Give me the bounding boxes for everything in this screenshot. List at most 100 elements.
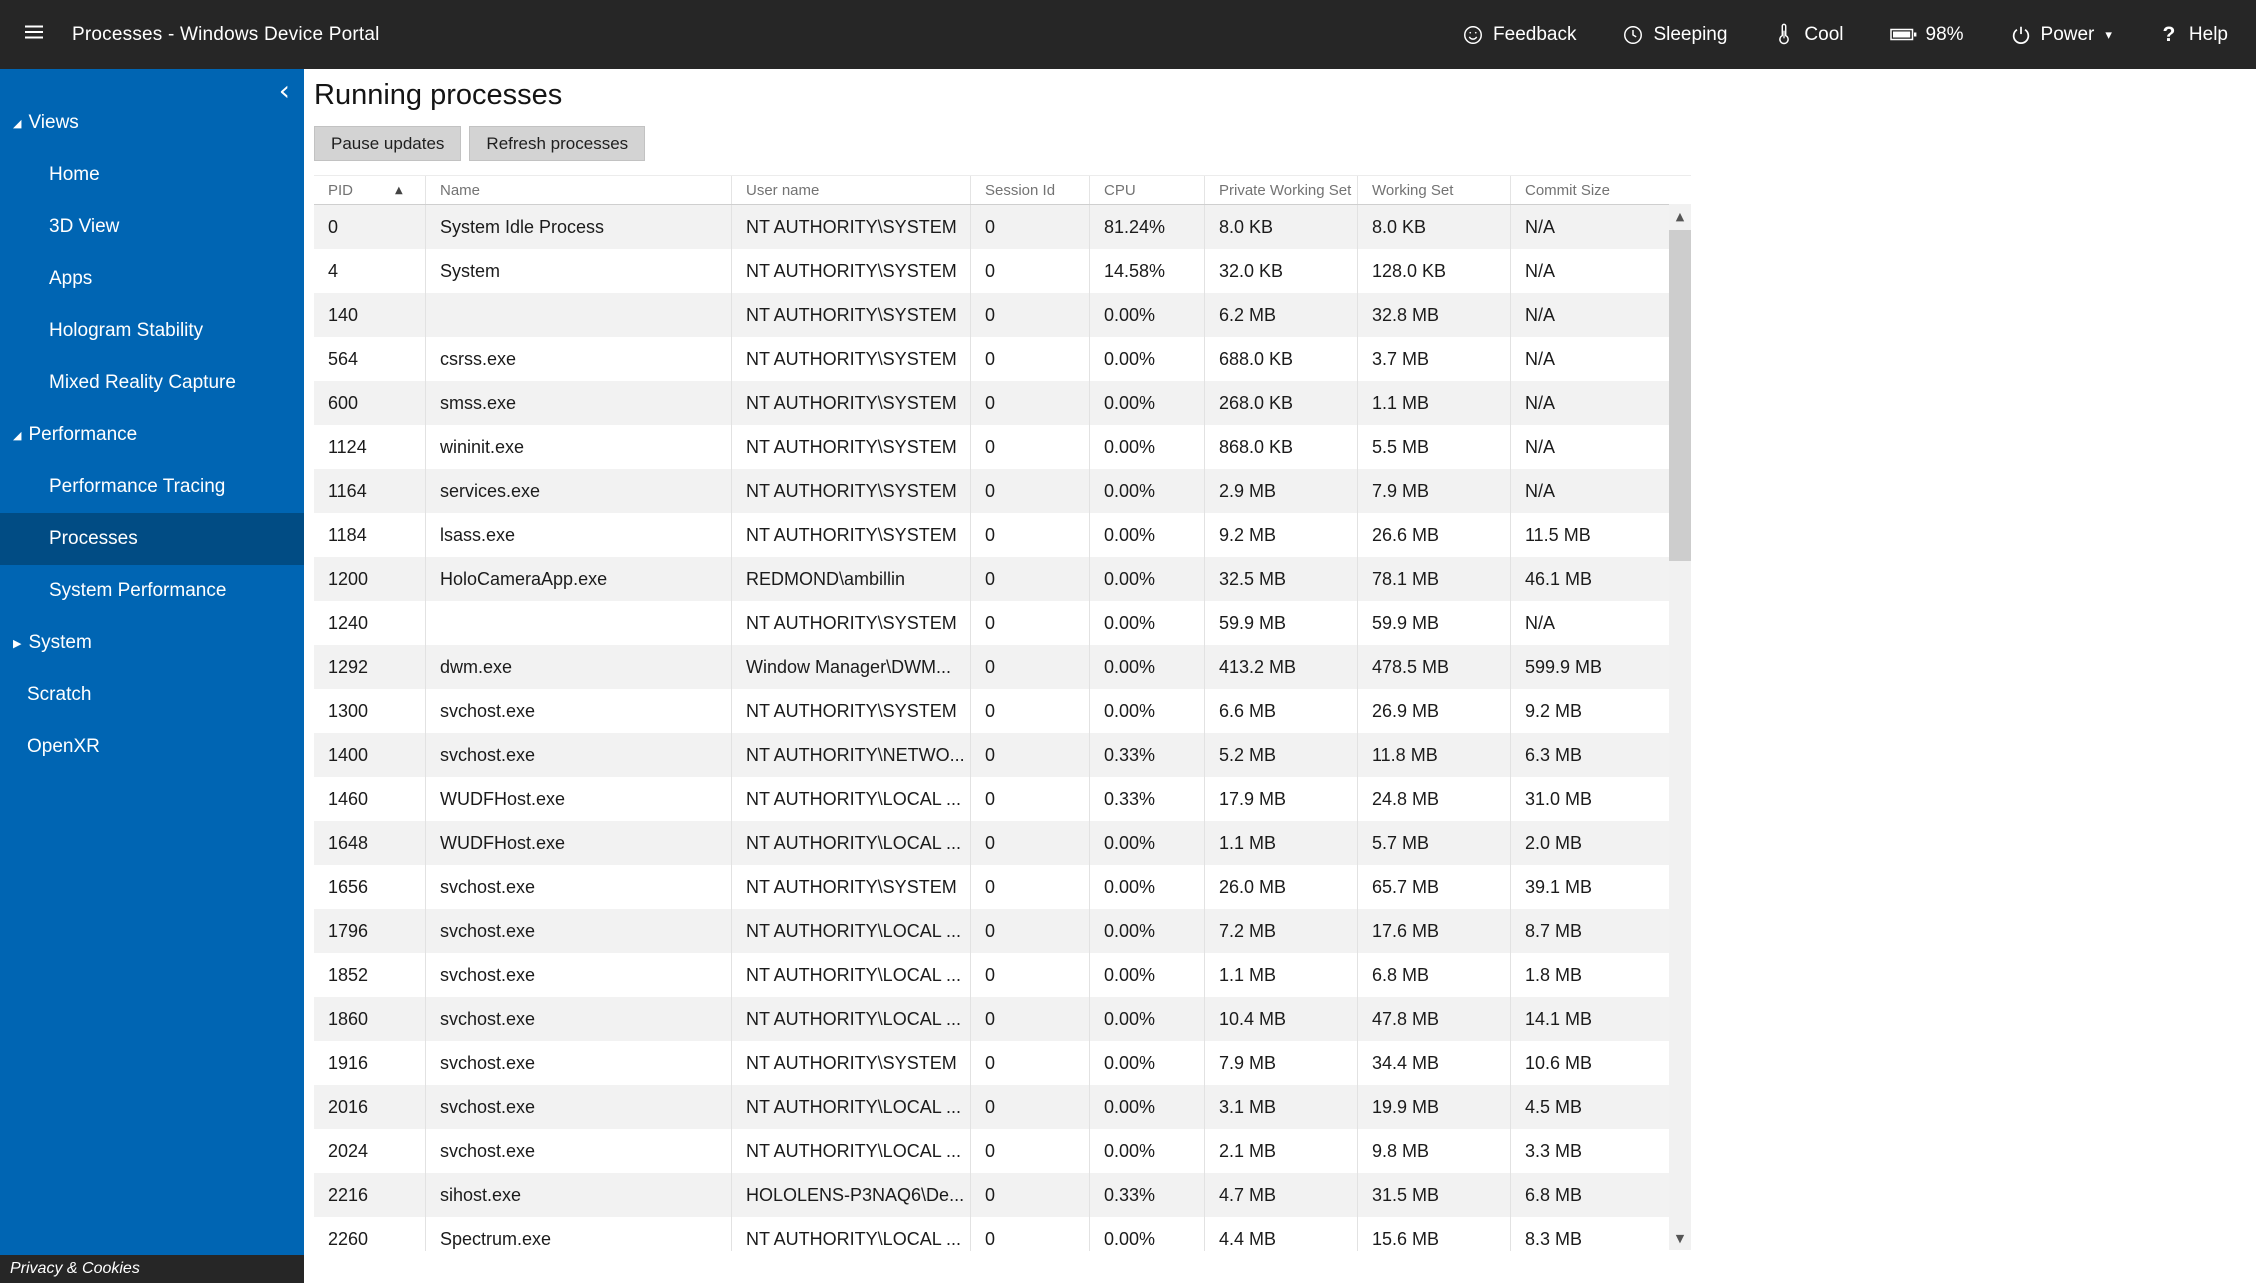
cell-cpu: 0.00% [1089, 1217, 1204, 1251]
battery-button[interactable]: 98% [1889, 23, 1964, 46]
cell-cpu: 0.00% [1089, 381, 1204, 425]
column-header-session_id[interactable]: Session Id [970, 176, 1089, 204]
cell-pid: 1860 [328, 1008, 369, 1029]
cell-working_set: 9.8 MB [1357, 1129, 1510, 1173]
sidebar-item-apps[interactable]: Apps [0, 253, 304, 305]
thermal-button[interactable]: Cool [1773, 23, 1844, 46]
column-label: User name [746, 181, 820, 199]
cell-user_name: NT AUTHORITY\SYSTEM [731, 689, 970, 733]
pause-updates-button[interactable]: Pause updates [314, 126, 462, 161]
cell-commit_size: 8.3 MB [1510, 1217, 1645, 1251]
refresh-processes-button[interactable]: Refresh processes [469, 126, 646, 161]
sidebar-item-system-performance[interactable]: System Performance [0, 565, 304, 617]
cell-working_set: 11.8 MB [1357, 733, 1510, 777]
sidebar-item-views[interactable]: ◢ Views [0, 97, 304, 149]
cell-commit_size: 10.6 MB [1510, 1041, 1645, 1085]
cell-private_working_set: 688.0 KB [1204, 337, 1357, 381]
cell-pid: 1200 [328, 568, 369, 589]
cell-working_set: 6.8 MB [1357, 953, 1510, 997]
cell-private_working_set: 59.9 MB [1204, 601, 1357, 645]
sidebar-item-openxr[interactable]: OpenXR [0, 721, 304, 773]
cell-user_name: NT AUTHORITY\LOCAL ... [731, 821, 970, 865]
column-header-name[interactable]: Name [425, 176, 731, 204]
sidebar-item-performance[interactable]: ◢ Performance [0, 409, 304, 461]
cell-commit_size: N/A [1510, 425, 1645, 469]
cell-pid: 1796 [328, 920, 369, 941]
cell-private_working_set: 10.4 MB [1204, 997, 1357, 1041]
cell-pid: 1852 [328, 964, 369, 985]
cell-cpu: 0.00% [1089, 425, 1204, 469]
table-scrollbar[interactable]: ▲ ▼ [1669, 204, 1691, 1250]
sidebar-item-label: Mixed Reality Capture [49, 372, 236, 393]
column-header-commit_size[interactable]: Commit Size [1510, 176, 1645, 204]
cell-user_name: NT AUTHORITY\SYSTEM [731, 337, 970, 381]
scrollbar-thumb[interactable] [1669, 230, 1691, 561]
cell-commit_size: 8.7 MB [1510, 909, 1645, 953]
power-button[interactable]: Power ▾ [2010, 24, 2112, 46]
cell-pid: 1300 [328, 700, 369, 721]
sidebar-item-home[interactable]: Home [0, 149, 304, 201]
column-label: PID [328, 181, 354, 199]
cell-private_working_set: 2.9 MB [1204, 469, 1357, 513]
process-row: 1184 lsass.exe NT AUTHORITY\SYSTEM 0 0.00% 9.… [314, 513, 1691, 557]
cell-working_set: 24.8 MB [1357, 777, 1510, 821]
column-label: Working Set [1372, 181, 1454, 199]
sort-ascending-icon: ▲ [395, 184, 403, 196]
sidebar-item-scratch[interactable]: Scratch [0, 669, 304, 721]
cell-session_id: 0 [970, 381, 1089, 425]
cell-private_working_set: 4.7 MB [1204, 1173, 1357, 1217]
cell-session_id: 0 [970, 249, 1089, 293]
top-bar: Processes - Windows Device Portal Feedba… [0, 0, 2256, 69]
sidebar-item-hologram-stability[interactable]: Hologram Stability [0, 305, 304, 357]
help-label: Help [2188, 23, 2228, 45]
sidebar-item-system[interactable]: ▶ System [0, 617, 304, 669]
processes-table: PID ▲ Name User name Session Id CPU Private Wo… [314, 175, 1691, 1251]
feedback-button[interactable]: Feedback [1462, 24, 1576, 46]
process-row: 2260 Spectrum.exe NT AUTHORITY\LOCAL ... 0 0… [314, 1217, 1691, 1251]
cell-private_working_set: 9.2 MB [1204, 513, 1357, 557]
thermometer-icon [1773, 23, 1795, 46]
cell-cpu: 0.00% [1089, 557, 1204, 601]
column-header-cpu[interactable]: CPU [1089, 176, 1204, 204]
scroll-down-button[interactable]: ▼ [1669, 1226, 1691, 1250]
cell-cpu: 0.00% [1089, 1129, 1204, 1173]
sidebar-item-performance-tracing[interactable]: Performance Tracing [0, 461, 304, 513]
cell-user_name: NT AUTHORITY\SYSTEM [731, 1041, 970, 1085]
cell-private_working_set: 6.6 MB [1204, 689, 1357, 733]
cell-session_id: 0 [970, 469, 1089, 513]
cell-commit_size: 46.1 MB [1510, 557, 1645, 601]
sidebar-collapse-button[interactable]: ‹ [279, 77, 290, 105]
sidebar-item-label: OpenXR [27, 736, 100, 757]
help-button[interactable]: ? Help [2158, 23, 2229, 47]
sidebar-item-label: System [28, 632, 92, 653]
scrollbar-track[interactable] [1669, 228, 1691, 1226]
cell-commit_size: 9.2 MB [1510, 689, 1645, 733]
column-header-private_working_set[interactable]: Private Working Set [1204, 176, 1357, 204]
sidebar-item-label: Performance Tracing [49, 476, 226, 497]
cell-working_set: 34.4 MB [1357, 1041, 1510, 1085]
sidebar-item-mixed-reality-capture[interactable]: Mixed Reality Capture [0, 357, 304, 409]
cell-commit_size: 31.0 MB [1510, 777, 1645, 821]
power-state-button[interactable]: Sleeping [1622, 24, 1727, 46]
sidebar-item-label: Home [49, 164, 100, 185]
sidebar-item-processes[interactable]: Processes [0, 513, 304, 565]
cell-user_name: HOLOLENS-P3NAQ6\De... [731, 1173, 970, 1217]
scroll-up-button[interactable]: ▲ [1669, 204, 1691, 228]
battery-label: 98% [1925, 23, 1964, 45]
cell-name: svchost.exe [425, 997, 731, 1041]
cell-session_id: 0 [970, 997, 1089, 1041]
column-header-user_name[interactable]: User name [731, 176, 970, 204]
cell-session_id: 0 [970, 865, 1089, 909]
cell-user_name: NT AUTHORITY\LOCAL ... [731, 909, 970, 953]
cell-session_id: 0 [970, 337, 1089, 381]
hamburger-menu-button[interactable] [18, 16, 50, 53]
cell-pid: 2260 [328, 1228, 369, 1249]
cell-commit_size: 11.5 MB [1510, 513, 1645, 557]
column-header-pid[interactable]: PID ▲ [314, 176, 425, 204]
privacy-cookies-link[interactable]: Privacy & Cookies [0, 1255, 304, 1283]
cell-commit_size: N/A [1510, 293, 1645, 337]
column-header-working_set[interactable]: Working Set [1357, 176, 1510, 204]
sidebar-item-3d-view[interactable]: 3D View [0, 201, 304, 253]
process-row: 1200 HoloCameraApp.exe REDMOND\ambillin 0 0.… [314, 557, 1691, 601]
cell-user_name: NT AUTHORITY\SYSTEM [731, 469, 970, 513]
